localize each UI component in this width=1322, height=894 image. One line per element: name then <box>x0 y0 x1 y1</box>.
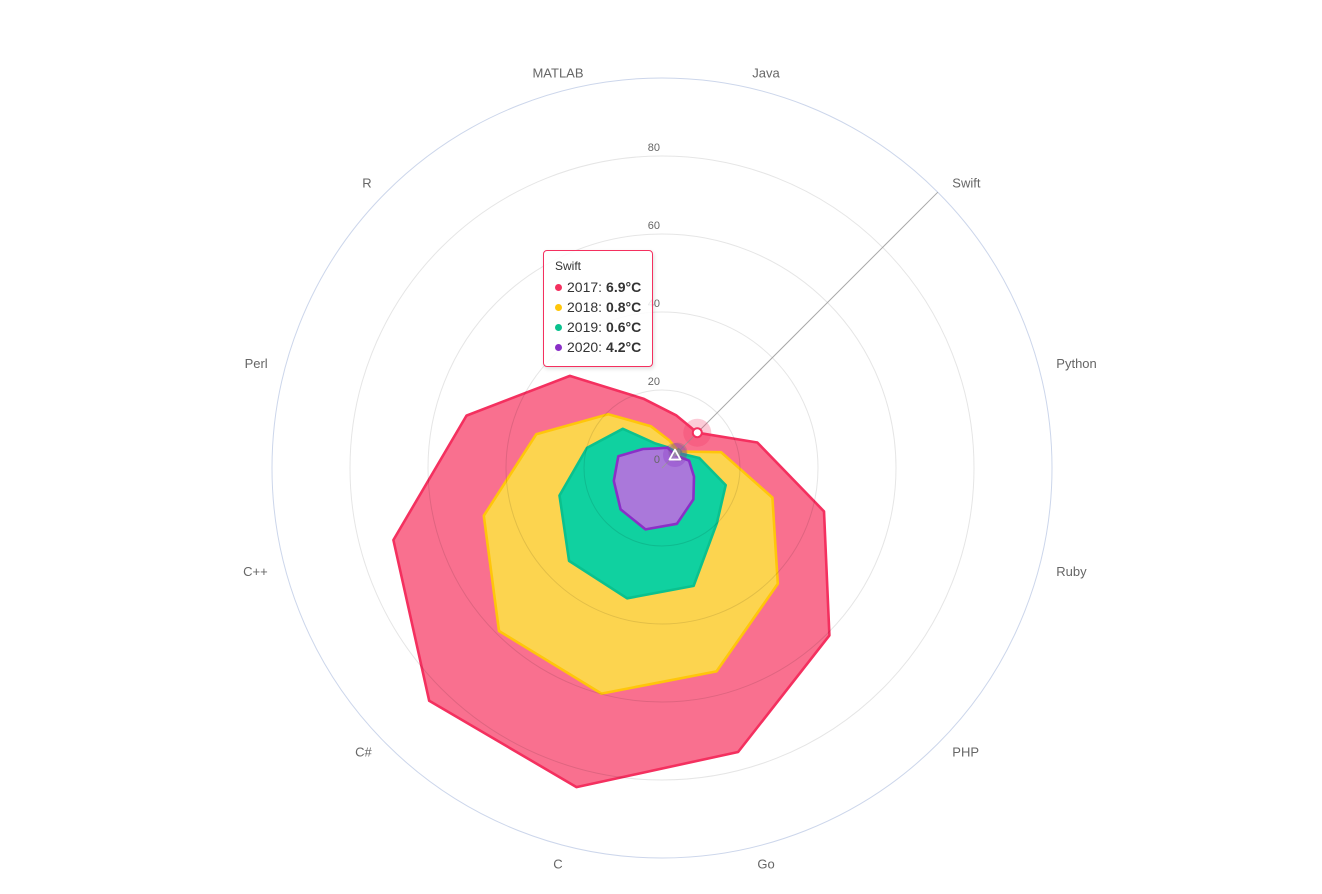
marker-triangle-2020[interactable] <box>668 448 682 461</box>
series-color-dot-icon <box>555 304 562 311</box>
tooltip-series-value: 6.9°C <box>606 279 642 295</box>
category-label-perl: Perl <box>245 356 268 371</box>
radial-tick-label-80: 80 <box>648 142 660 154</box>
radial-tick-label-60: 60 <box>648 220 660 232</box>
grid-circle-20 <box>583 389 741 547</box>
category-label-c: C# <box>355 744 372 759</box>
tooltip-series-value: 0.6°C <box>606 319 642 335</box>
category-label-java: Java <box>752 66 780 81</box>
outer-axis-ring <box>271 77 1053 859</box>
grid-circle-60 <box>427 233 897 703</box>
tooltip-row: 2017: 6.9°C <box>555 277 641 297</box>
series-color-dot-icon <box>555 344 562 351</box>
series-area-2020[interactable] <box>612 446 696 531</box>
tooltip-row: 2019: 0.6°C <box>555 317 641 337</box>
category-label-php: PHP <box>952 744 979 759</box>
grid-circle-80 <box>349 155 975 781</box>
radial-tick-label-0: 0 <box>654 454 660 466</box>
grid-circle-40 <box>505 311 819 625</box>
category-label-swift: Swift <box>952 176 981 191</box>
tooltip-row: 2020: 4.2°C <box>555 337 641 357</box>
category-label-c: C <box>553 856 562 871</box>
series-color-dot-icon <box>555 284 562 291</box>
tooltip-row: 2018: 0.8°C <box>555 297 641 317</box>
tooltip-series-label: 2018: <box>567 299 603 315</box>
category-label-go: Go <box>757 856 774 871</box>
category-label-python: Python <box>1056 356 1096 371</box>
category-label-ruby: Ruby <box>1056 564 1087 579</box>
hover-crosshair <box>661 191 939 469</box>
category-label-r: R <box>362 176 371 191</box>
series-color-dot-icon <box>555 324 562 331</box>
category-label-c: C++ <box>243 564 268 579</box>
marker-circle-2017[interactable] <box>691 427 703 439</box>
category-label-matlab: MATLAB <box>532 66 583 81</box>
tooltip-series-value: 4.2°C <box>606 339 642 355</box>
tooltip-series-label: 2019: <box>567 319 603 335</box>
tooltip-series-value: 0.8°C <box>606 299 642 315</box>
tooltip: Swift 2017: 6.9°C 2018: 0.8°C 2019: 0.6°C 2020… <box>543 250 654 367</box>
tooltip-series-label: 2017: <box>567 279 603 295</box>
radial-tick-label-20: 20 <box>648 376 660 388</box>
tooltip-header: Swift <box>555 259 582 273</box>
tooltip-rows: 2017: 6.9°C 2018: 0.8°C 2019: 0.6°C 2020: 4.2°C <box>555 277 641 357</box>
tooltip-series-label: 2020: <box>567 339 603 355</box>
